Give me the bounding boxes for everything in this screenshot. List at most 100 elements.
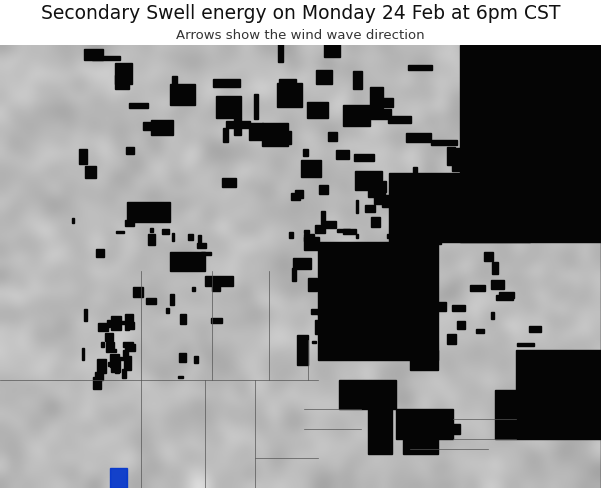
Bar: [234, 118, 241, 135]
Bar: [283, 131, 291, 144]
Text: Arrows show the wind wave direction: Arrows show the wind wave direction: [176, 28, 425, 41]
Bar: [432, 424, 460, 434]
Bar: [466, 150, 479, 159]
Bar: [304, 230, 309, 233]
Bar: [372, 98, 392, 107]
Bar: [426, 258, 436, 264]
Bar: [316, 70, 332, 84]
Bar: [530, 230, 538, 241]
Bar: [487, 54, 508, 61]
Bar: [198, 235, 201, 245]
Bar: [95, 372, 103, 380]
Bar: [212, 319, 222, 324]
Bar: [343, 229, 356, 234]
Bar: [463, 152, 485, 166]
Bar: [109, 468, 127, 488]
Bar: [328, 132, 337, 141]
Bar: [115, 357, 124, 360]
Bar: [291, 268, 296, 282]
Bar: [102, 343, 103, 346]
Bar: [279, 79, 296, 102]
Bar: [106, 342, 114, 348]
Bar: [356, 261, 362, 271]
Bar: [493, 212, 496, 216]
Bar: [213, 79, 240, 87]
Bar: [85, 309, 87, 321]
Bar: [106, 349, 115, 352]
Bar: [474, 57, 481, 64]
Bar: [517, 343, 534, 346]
Bar: [394, 287, 401, 298]
Bar: [452, 147, 463, 171]
Bar: [129, 317, 132, 328]
Bar: [125, 324, 129, 330]
Bar: [169, 252, 205, 271]
Bar: [72, 218, 74, 223]
Bar: [366, 273, 377, 277]
Bar: [123, 350, 128, 356]
Bar: [374, 192, 382, 204]
Bar: [295, 190, 303, 198]
Bar: [115, 63, 132, 84]
Bar: [343, 105, 370, 125]
Bar: [303, 149, 308, 156]
Bar: [188, 234, 193, 240]
Bar: [467, 221, 481, 224]
Bar: [460, 45, 601, 242]
Bar: [434, 233, 441, 244]
Bar: [447, 334, 456, 344]
Bar: [356, 200, 358, 213]
Bar: [318, 312, 325, 315]
Text: Secondary Swell energy on Monday 24 Feb at 6pm CST: Secondary Swell energy on Monday 24 Feb …: [41, 4, 560, 23]
Bar: [111, 354, 119, 367]
Bar: [307, 102, 328, 118]
Bar: [516, 350, 601, 419]
Bar: [370, 87, 383, 108]
Bar: [477, 58, 492, 72]
Bar: [201, 252, 212, 255]
Bar: [355, 170, 382, 190]
Bar: [406, 133, 431, 142]
Bar: [115, 75, 129, 89]
Bar: [336, 264, 349, 277]
Bar: [319, 73, 323, 83]
Bar: [389, 173, 530, 242]
Bar: [492, 312, 495, 319]
Bar: [354, 154, 374, 161]
Bar: [304, 237, 319, 250]
Bar: [93, 377, 102, 389]
Bar: [470, 285, 485, 291]
Bar: [115, 367, 119, 373]
Bar: [150, 228, 153, 232]
Bar: [312, 341, 316, 343]
Bar: [408, 65, 433, 70]
Bar: [318, 242, 438, 360]
Bar: [192, 287, 195, 291]
Bar: [445, 216, 460, 224]
Bar: [340, 380, 396, 409]
Bar: [127, 203, 169, 222]
Bar: [178, 376, 183, 378]
Bar: [436, 303, 446, 311]
Bar: [123, 343, 133, 347]
Bar: [447, 147, 454, 165]
Bar: [125, 220, 134, 226]
Bar: [170, 294, 174, 305]
Bar: [311, 309, 323, 314]
Bar: [319, 304, 329, 316]
Bar: [180, 314, 186, 324]
Bar: [330, 256, 333, 268]
Bar: [431, 140, 457, 145]
Bar: [437, 235, 446, 238]
Bar: [528, 227, 533, 234]
Bar: [387, 234, 397, 238]
Bar: [356, 234, 358, 238]
Bar: [122, 369, 126, 378]
Bar: [421, 317, 425, 320]
Bar: [533, 122, 559, 132]
Bar: [194, 356, 198, 363]
Bar: [368, 184, 385, 197]
Bar: [484, 252, 493, 262]
Bar: [263, 123, 288, 146]
Bar: [392, 211, 400, 222]
